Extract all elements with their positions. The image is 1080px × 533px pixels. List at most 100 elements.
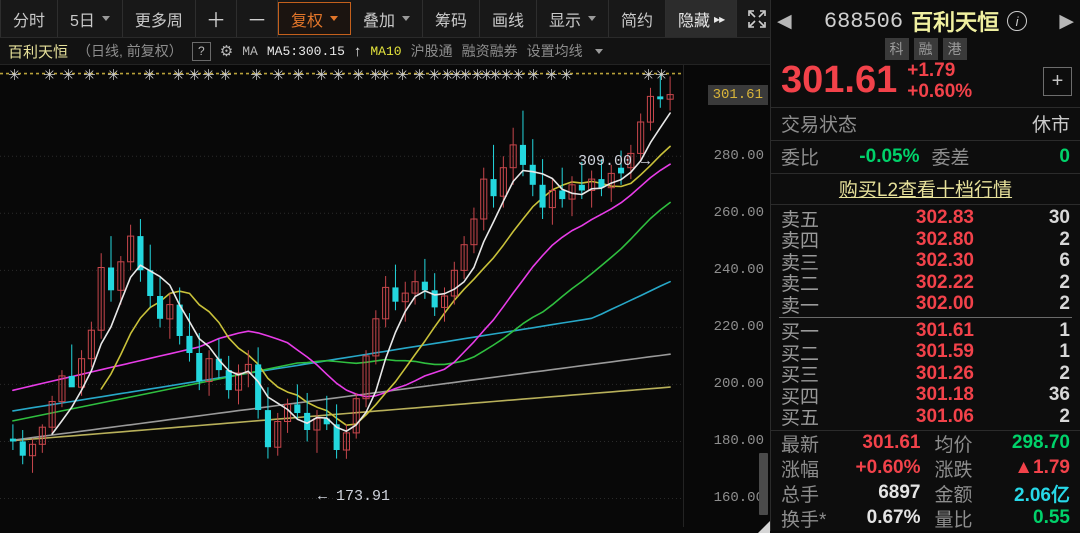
help-icon[interactable]: ? [191, 41, 211, 61]
quote-panel: ◀ 688506 百利天恒 i ▶ 科融港 301.61 +1.79 +0.60… [770, 0, 1080, 531]
news-marker-icon[interactable]: ✳ [107, 67, 120, 84]
news-marker-icon[interactable]: ✳ [188, 67, 201, 84]
bid-row[interactable]: 买二 301.59 1 [771, 341, 1080, 365]
scrollbar-thumb[interactable] [759, 453, 768, 515]
news-marker-icon[interactable]: ✳ [642, 67, 655, 84]
news-marker-icon[interactable]: ✳ [8, 67, 21, 84]
simple-mode-button[interactable]: 简约 [609, 0, 667, 37]
news-marker-icon[interactable]: ✳ [352, 67, 365, 84]
stock-tag-2[interactable]: 港 [942, 38, 967, 60]
bid-rows: 买一 301.61 1 买二 301.59 1 买三 301.26 2 买四 301.18 36 买五 3… [771, 319, 1080, 430]
news-marker-icon[interactable]: ✳ [471, 67, 484, 84]
news-marker-icon[interactable]: ✳ [428, 67, 441, 84]
stat-key: 总手 [781, 484, 820, 506]
ask-row[interactable]: 卖四 302.80 2 [771, 229, 1080, 253]
news-marker-icon[interactable]: ✳ [143, 67, 156, 84]
display-button[interactable]: 显示 [537, 0, 610, 37]
adjust-price-button[interactable]: 复权 [277, 2, 351, 35]
more-period-button[interactable]: 更多周 [123, 0, 196, 37]
stat-value: 301.61 [862, 432, 921, 454]
news-marker-row[interactable]: ✳ ✳ ✳ ✳ ✳ ✳ ✳ ✳ ✳ ✳ ✳ ✳ ✳ ✳ ✳ ✳ ✳ ✳ ✳ ✳ ✳ ✳ ✳ ✳ ✳ ✳ ✳ ✳ ✳ ✳ ✳ ✳ ✳ ✳ [0, 65, 683, 87]
bid-label: 买一 [781, 322, 820, 344]
bid-volume: 2 [1059, 362, 1070, 384]
overlay-button-label: 叠加 [362, 12, 395, 30]
hide-button[interactable]: 隐藏 ▸▸ [666, 0, 738, 37]
gear-icon[interactable]: ⚙ [219, 43, 234, 60]
news-marker-icon[interactable]: ✳ [315, 67, 328, 84]
l2-purchase-link[interactable]: 购买L2查看十档行情 [771, 172, 1080, 204]
news-marker-icon[interactable]: ✳ [43, 67, 56, 84]
stock-tag-1[interactable]: 融 [913, 38, 938, 60]
timeshare-button[interactable]: 分时 [0, 0, 59, 37]
news-marker-icon[interactable]: ✳ [480, 67, 493, 84]
news-marker-icon[interactable]: ✳ [219, 67, 232, 84]
stat-key-2: 均价 [934, 434, 973, 456]
chart-scrollbar[interactable] [756, 453, 770, 533]
change-absolute: +1.79 [907, 60, 956, 81]
five-day-button[interactable]: 5日 [58, 0, 123, 37]
news-marker-icon[interactable]: ✳ [83, 67, 96, 84]
hgt-label[interactable]: 沪股通 [410, 43, 453, 59]
bid-row[interactable]: 买五 301.06 2 [771, 406, 1080, 430]
fullscreen-icon[interactable] [737, 0, 777, 37]
ask-row[interactable]: 卖一 302.00 2 [771, 293, 1080, 317]
news-marker-icon[interactable]: ✳ [450, 67, 463, 84]
news-marker-icon[interactable]: ✳ [655, 67, 668, 84]
news-marker-icon[interactable]: ✳ [332, 67, 345, 84]
axis-tick: 180.00 [713, 433, 764, 450]
trade-status-label: 交易状态 [781, 115, 858, 137]
draw-line-button[interactable]: 画线 [480, 0, 537, 37]
news-marker-icon[interactable]: ✳ [545, 67, 558, 84]
ask-row[interactable]: 卖五 302.83 30 [771, 207, 1080, 231]
weicha-value: 0 [1059, 145, 1070, 167]
news-marker-icon[interactable]: ✳ [272, 67, 285, 84]
ask-row[interactable]: 卖二 302.22 2 [771, 272, 1080, 296]
bid-row[interactable]: 买四 301.18 36 [771, 384, 1080, 408]
stat-key-2: 涨跌 [934, 459, 973, 481]
news-marker-icon[interactable]: ✳ [459, 67, 472, 84]
news-marker-icon[interactable]: ✳ [489, 67, 502, 84]
info-icon[interactable]: i [1007, 11, 1028, 31]
stock-tag-0[interactable]: 科 [884, 38, 909, 60]
news-marker-icon[interactable]: ✳ [413, 67, 426, 84]
news-marker-icon[interactable]: ✳ [396, 67, 409, 84]
news-marker-icon[interactable]: ✳ [512, 67, 525, 84]
news-marker-icon[interactable]: ✳ [62, 67, 75, 84]
resize-corner-icon[interactable] [758, 521, 770, 533]
bid-label: 买三 [781, 365, 820, 387]
margin-trading-label[interactable]: 融资融券 [461, 43, 518, 59]
order-book: 卖五 302.83 30 卖四 302.80 2 卖三 302.30 6 卖二 302.22 2 卖一 3… [771, 203, 1080, 430]
news-marker-icon[interactable]: ✳ [560, 67, 573, 84]
news-marker-icon[interactable]: ✳ [441, 67, 454, 84]
ask-row[interactable]: 卖三 302.30 6 [771, 250, 1080, 274]
bid-row[interactable]: 买一 301.61 1 [771, 319, 1080, 344]
prev-stock-icon[interactable]: ◀ [777, 10, 792, 32]
ask-label: 卖一 [781, 295, 820, 317]
bid-price: 301.26 [915, 362, 974, 384]
zoom-in-button[interactable]: ＋ [196, 0, 237, 37]
ma-settings-button[interactable]: 设置均线 [526, 43, 583, 59]
stock-tags: 科融港 [771, 38, 1080, 60]
news-marker-icon[interactable]: ✳ [172, 67, 185, 84]
news-marker-icon[interactable]: ✳ [369, 67, 382, 84]
overlay-button[interactable]: 叠加 [351, 0, 423, 37]
axis-tick: 240.00 [713, 262, 764, 279]
news-marker-icon[interactable]: ✳ [527, 67, 540, 84]
news-marker-icon[interactable]: ✳ [202, 67, 215, 84]
news-marker-icon[interactable]: ✳ [292, 67, 305, 84]
l2-link-text[interactable]: 购买L2查看十档行情 [838, 180, 1013, 202]
chart-canvas-wrap[interactable]: ✳ ✳ ✳ ✳ ✳ ✳ ✳ ✳ ✳ ✳ ✳ ✳ ✳ ✳ ✳ ✳ ✳ ✳ ✳ ✳ ✳ ✳ ✳ ✳ ✳ ✳ ✳ ✳ ✳ ✳ ✳ ✳ ✳ ✳ 309.0… [0, 65, 770, 533]
bid-volume: 1 [1059, 319, 1070, 341]
zoom-out-button[interactable]: － [237, 0, 278, 37]
zoom-in-button-label: ＋ [205, 10, 226, 32]
candlestick-plot[interactable] [0, 65, 683, 527]
more-period-button-label: 更多周 [134, 12, 183, 30]
add-to-watchlist-button[interactable]: + [1043, 66, 1072, 96]
bid-row[interactable]: 买三 301.26 2 [771, 362, 1080, 387]
news-marker-icon[interactable]: ✳ [500, 67, 513, 84]
chevron-down-icon[interactable] [594, 48, 603, 54]
chips-button[interactable]: 筹码 [423, 0, 480, 37]
news-marker-icon[interactable]: ✳ [378, 67, 391, 84]
next-stock-icon[interactable]: ▶ [1059, 10, 1074, 32]
news-marker-icon[interactable]: ✳ [250, 67, 263, 84]
